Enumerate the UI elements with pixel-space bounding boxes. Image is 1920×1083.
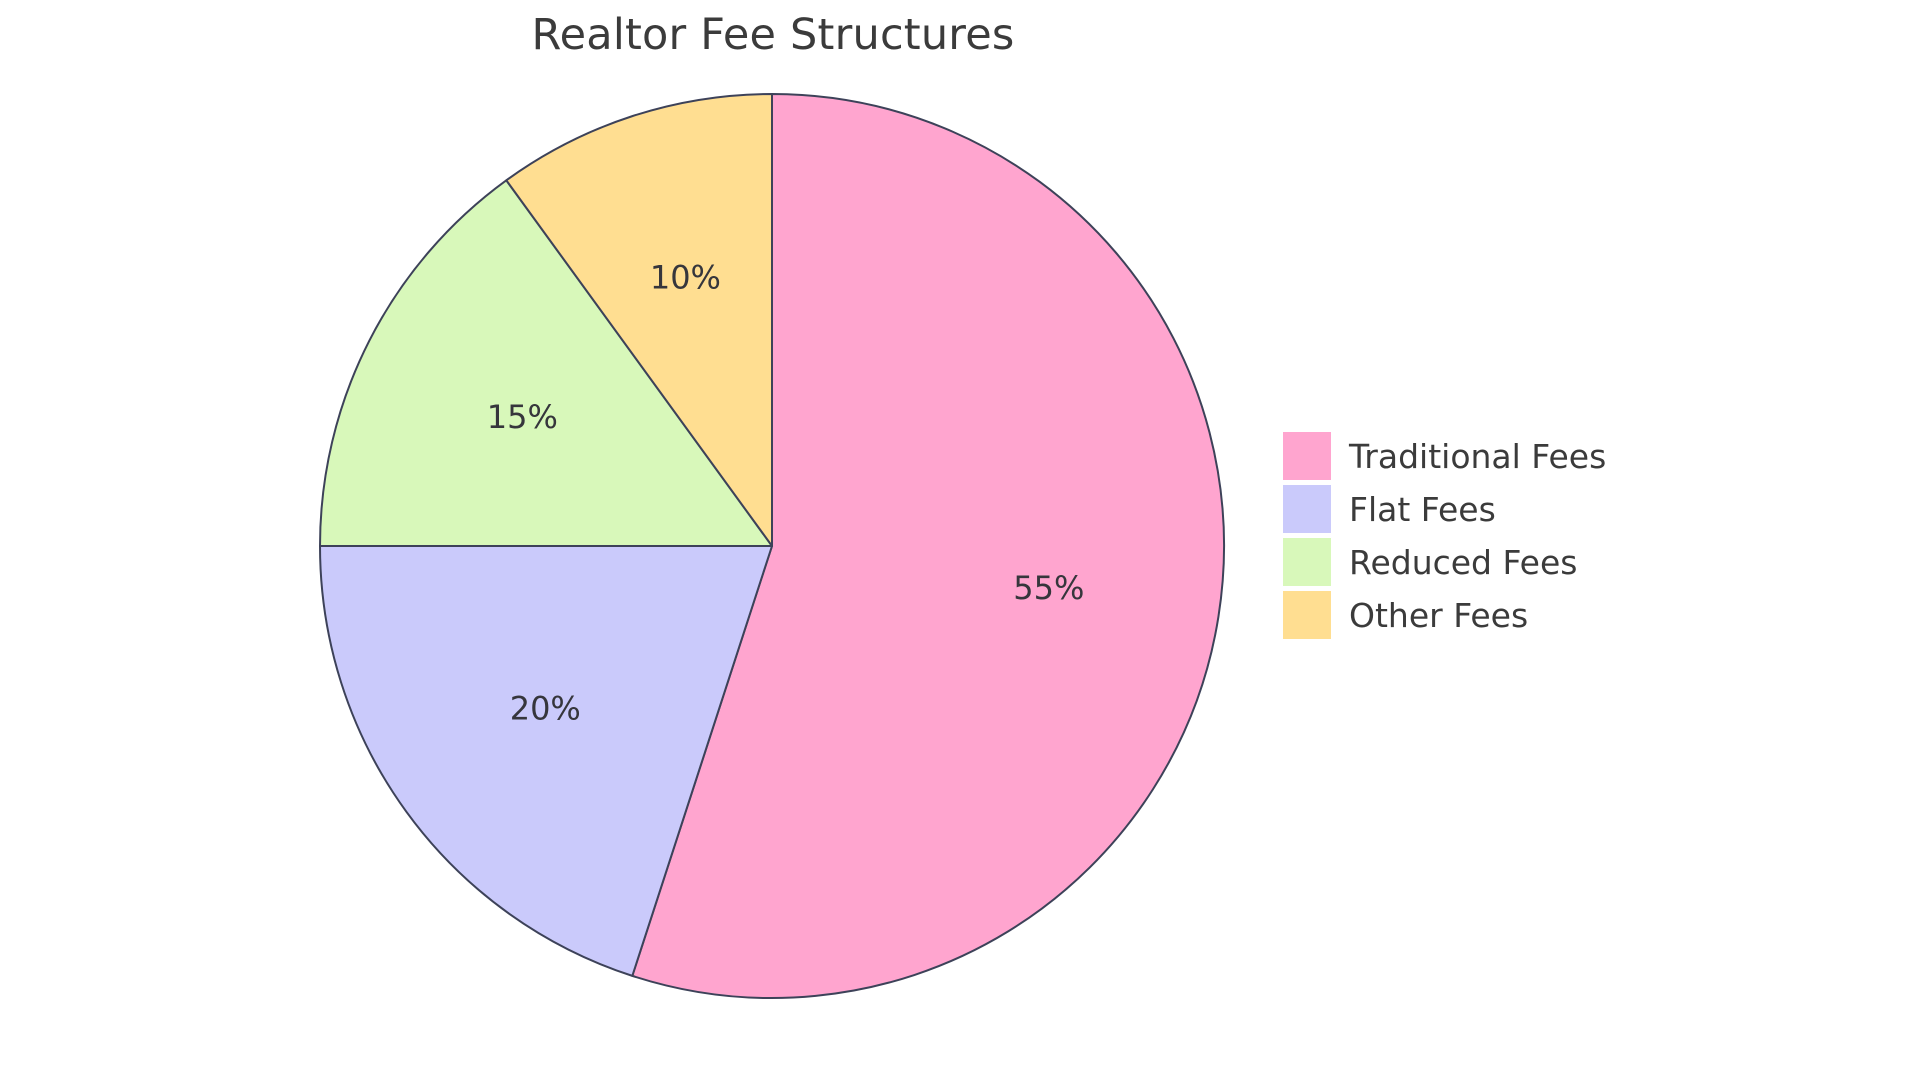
legend-item[interactable]: Traditional Fees [1283, 432, 1606, 480]
legend-item[interactable]: Other Fees [1283, 591, 1606, 639]
pie-slice[interactable] [631, 93, 1225, 999]
legend-label: Flat Fees [1349, 489, 1496, 529]
chart-legend: Traditional Fees Flat Fees Reduced Fees … [1283, 432, 1606, 639]
pie-slice-group [319, 93, 1225, 999]
legend-label: Other Fees [1349, 595, 1529, 635]
legend-item[interactable]: Reduced Fees [1283, 538, 1606, 586]
legend-swatch-reduced-fees [1283, 538, 1331, 586]
pie-slice[interactable] [319, 545, 773, 977]
legend-swatch-flat-fees [1283, 485, 1331, 533]
legend-swatch-traditional-fees [1283, 432, 1331, 480]
pie-slice[interactable] [505, 93, 773, 547]
legend-swatch-other-fees [1283, 591, 1331, 639]
pie-slice-label: 55% [1013, 569, 1084, 607]
pie-slice-label: 20% [510, 690, 581, 728]
legend-label: Reduced Fees [1349, 542, 1578, 582]
chart-title: Realtor Fee Structures [531, 10, 1015, 60]
legend-label: Traditional Fees [1349, 436, 1607, 476]
pie-slice-label: 10% [650, 258, 721, 296]
pie-label-group: 55% 20% 15% 10% [487, 258, 1085, 727]
pie-slice[interactable] [319, 179, 773, 547]
legend-item[interactable]: Flat Fees [1283, 485, 1606, 533]
pie-slice-label: 15% [487, 398, 558, 436]
